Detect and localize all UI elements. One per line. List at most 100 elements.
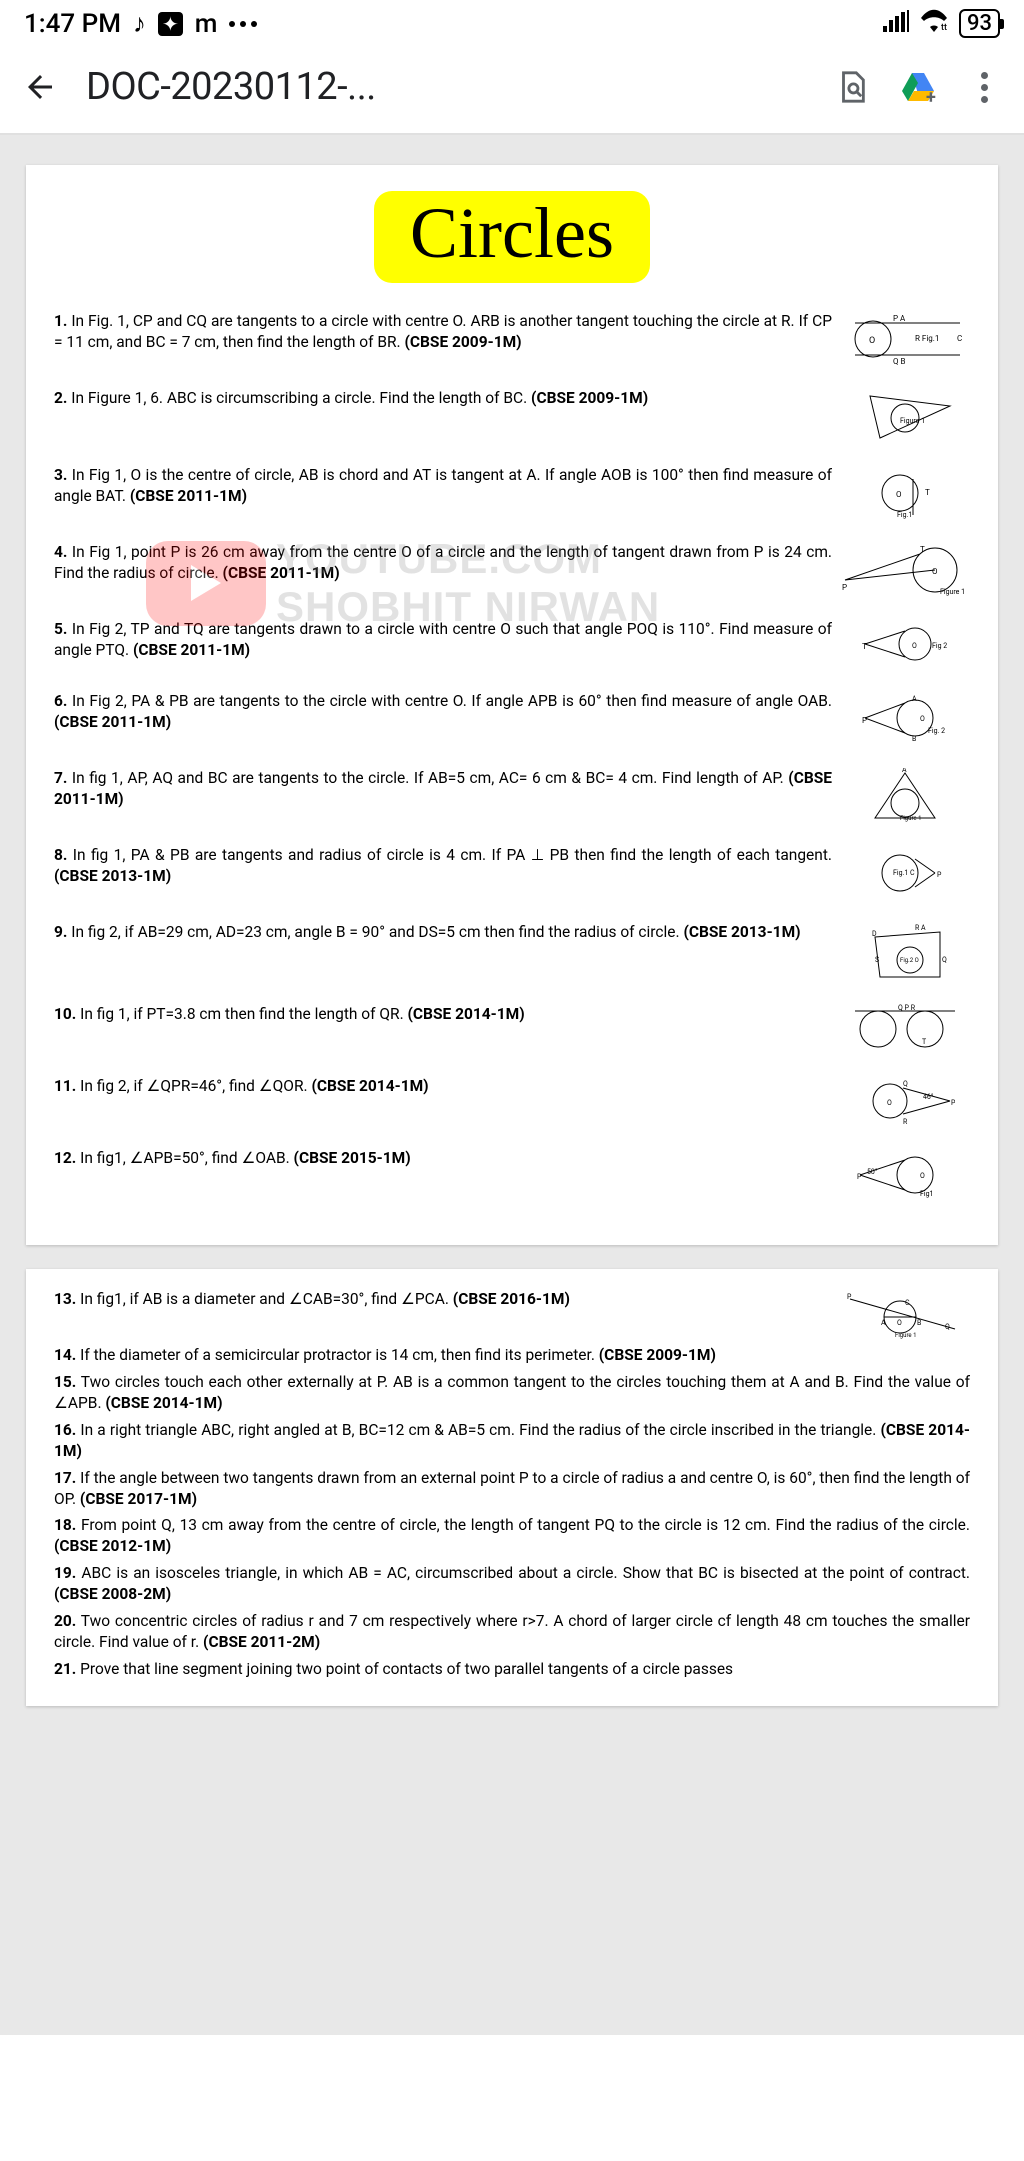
question-text: 6. In Fig 2, PA & PB are tangents to the…	[54, 691, 832, 746]
svg-text:50°: 50°	[867, 1168, 878, 1176]
drive-add-button[interactable]: +	[898, 67, 938, 107]
svg-text:T: T	[925, 488, 930, 497]
svg-text:P: P	[847, 1293, 852, 1301]
svg-text:R A: R A	[915, 924, 926, 932]
question-row: 5. In Fig 2, TP and TQ are tangents draw…	[54, 619, 970, 669]
svg-text:P: P	[842, 583, 847, 592]
question-figure: AFigure 1	[840, 768, 970, 823]
signal-icon	[883, 9, 909, 39]
question-row: 9. In fig 2, if AB=29 cm, AD=23 cm, angl…	[54, 922, 970, 982]
question-row: 7. In fig 1, AP, AQ and BC are tangents …	[54, 768, 970, 823]
svg-text:O: O	[887, 1099, 892, 1107]
svg-text:T: T	[922, 1038, 927, 1046]
question-figure: POTFigure 1	[840, 542, 970, 597]
document-viewport[interactable]: Circles YOUTUBE.COM SHOBHIT NIRWAN 1. In…	[0, 135, 1024, 2035]
question-figure: P50°OFig1	[840, 1148, 970, 1203]
question-text: 9. In fig 2, if AB=29 cm, AD=23 cm, angl…	[54, 922, 832, 982]
question-figure: DR AQSFig.2 O	[840, 922, 970, 982]
svg-text:Fig 2: Fig 2	[932, 642, 947, 650]
question-text: 13. In fig1, if AB is a diameter and ∠CA…	[54, 1289, 832, 1339]
question-row: 21. Prove that line segment joining two …	[54, 1659, 970, 1680]
question-text: 20. Two concentric circles of radius r a…	[54, 1611, 970, 1653]
svg-text:P A: P A	[893, 314, 906, 323]
question-figure: Figure 1	[840, 388, 970, 443]
question-text: 11. In fig 2, if ∠QPR=46°, find ∠QOR. (C…	[54, 1076, 832, 1126]
wifi-icon: tt	[919, 8, 949, 39]
svg-text:S: S	[875, 956, 879, 964]
question-row: 8. In fig 1, PA & PB are tangents and ra…	[54, 845, 970, 900]
svg-text:O: O	[920, 715, 925, 723]
status-right: tt 93	[883, 8, 1000, 39]
svg-text:Q: Q	[942, 956, 947, 964]
question-text: 7. In fig 1, AP, AQ and BC are tangents …	[54, 768, 832, 823]
question-row: 15. Two circles touch each other externa…	[54, 1372, 970, 1414]
svg-text:Figure 1: Figure 1	[900, 417, 925, 425]
chapter-title: Circles	[374, 191, 650, 283]
question-figure: Q P RT	[840, 1004, 970, 1054]
question-figure: T O Fig 2	[840, 619, 970, 669]
more-notifs-icon	[229, 21, 257, 27]
svg-text:O: O	[912, 642, 917, 650]
svg-text:tt: tt	[941, 23, 947, 32]
svg-text:46°: 46°	[923, 1093, 934, 1101]
question-text: 17. If the angle between two tangents dr…	[54, 1468, 970, 1510]
question-row: 17. If the angle between two tangents dr…	[54, 1468, 970, 1510]
svg-text:Fig1: Fig1	[920, 1190, 933, 1198]
question-row: 10. In fig 1, if PT=3.8 cm then find the…	[54, 1004, 970, 1054]
svg-text:O: O	[920, 1172, 925, 1180]
question-row: 19. ABC is an isosceles triangle, in whi…	[54, 1563, 970, 1605]
question-figure: PCAOBQFigure 1	[840, 1289, 970, 1339]
clock: 1:47 PM	[24, 9, 121, 39]
svg-text:O: O	[897, 1319, 902, 1327]
question-row: 4. In Fig 1, point P is 26 cm away from …	[54, 542, 970, 597]
question-figure: OQR46°P	[840, 1076, 970, 1126]
tiktok-icon: ♪	[133, 8, 146, 39]
document-title: DOC-20230112-...	[86, 65, 806, 109]
svg-text:Q B: Q B	[893, 357, 905, 366]
question-row: 3. In Fig 1, O is the centre of circle, …	[54, 465, 970, 520]
question-figure: Fig.1 CP	[840, 845, 970, 900]
svg-text:P: P	[937, 871, 942, 879]
question-row: 1. In Fig. 1, CP and CQ are tangents to …	[54, 311, 970, 366]
question-row: 12. In fig1, ∠APB=50°, find ∠OAB. (CBSE …	[54, 1148, 970, 1203]
page-2: 13. In fig1, if AB is a diameter and ∠CA…	[26, 1269, 998, 1706]
question-text: 3. In Fig 1, O is the centre of circle, …	[54, 465, 832, 520]
find-in-doc-button[interactable]	[832, 67, 872, 107]
svg-text:T: T	[862, 642, 867, 651]
battery-indicator: 93	[959, 9, 1000, 38]
svg-text:Figure 1: Figure 1	[895, 1332, 916, 1339]
status-bar: 1:47 PM ♪ ✦ m tt 93	[0, 0, 1024, 47]
status-left: 1:47 PM ♪ ✦ m	[24, 8, 257, 39]
question-text: 2. In Figure 1, 6. ABC is circumscribing…	[54, 388, 832, 443]
svg-text:Q: Q	[903, 1080, 908, 1088]
svg-text:Q: Q	[945, 1323, 950, 1331]
app-notif-icon: ✦	[158, 12, 183, 36]
svg-text:A: A	[881, 1319, 886, 1327]
svg-text:A: A	[902, 768, 907, 774]
svg-text:R Fig.1: R Fig.1	[915, 334, 939, 343]
svg-text:R: R	[903, 1118, 908, 1126]
svg-text:O: O	[932, 567, 938, 576]
question-text: 12. In fig1, ∠APB=50°, find ∠OAB. (CBSE …	[54, 1148, 832, 1203]
svg-text:B: B	[917, 1319, 921, 1327]
svg-text:C: C	[957, 334, 962, 343]
question-row: 20. Two concentric circles of radius r a…	[54, 1611, 970, 1653]
question-row: 6. In Fig 2, PA & PB are tangents to the…	[54, 691, 970, 746]
m-icon: m	[195, 9, 218, 39]
back-button[interactable]	[20, 67, 60, 107]
question-text: 8. In fig 1, PA & PB are tangents and ra…	[54, 845, 832, 900]
question-text: 10. In fig 1, if PT=3.8 cm then find the…	[54, 1004, 832, 1054]
question-row: 11. In fig 2, if ∠QPR=46°, find ∠QOR. (C…	[54, 1076, 970, 1126]
svg-text:D: D	[872, 930, 877, 938]
question-text: 1. In Fig. 1, CP and CQ are tangents to …	[54, 311, 832, 366]
app-bar: DOC-20230112-... +	[0, 47, 1024, 133]
question-row: 16. In a right triangle ABC, right angle…	[54, 1420, 970, 1462]
question-figure: OTFig.1	[840, 465, 970, 520]
svg-text:B: B	[912, 735, 916, 743]
svg-text:Figure 1: Figure 1	[940, 588, 965, 596]
question-text: 16. In a right triangle ABC, right angle…	[54, 1420, 970, 1462]
question-figure: OP AR Fig.1CQ B	[840, 311, 970, 366]
overflow-menu-button[interactable]	[964, 67, 1004, 107]
question-text: 4. In Fig 1, point P is 26 cm away from …	[54, 542, 832, 597]
question-text: 15. Two circles touch each other externa…	[54, 1372, 970, 1414]
